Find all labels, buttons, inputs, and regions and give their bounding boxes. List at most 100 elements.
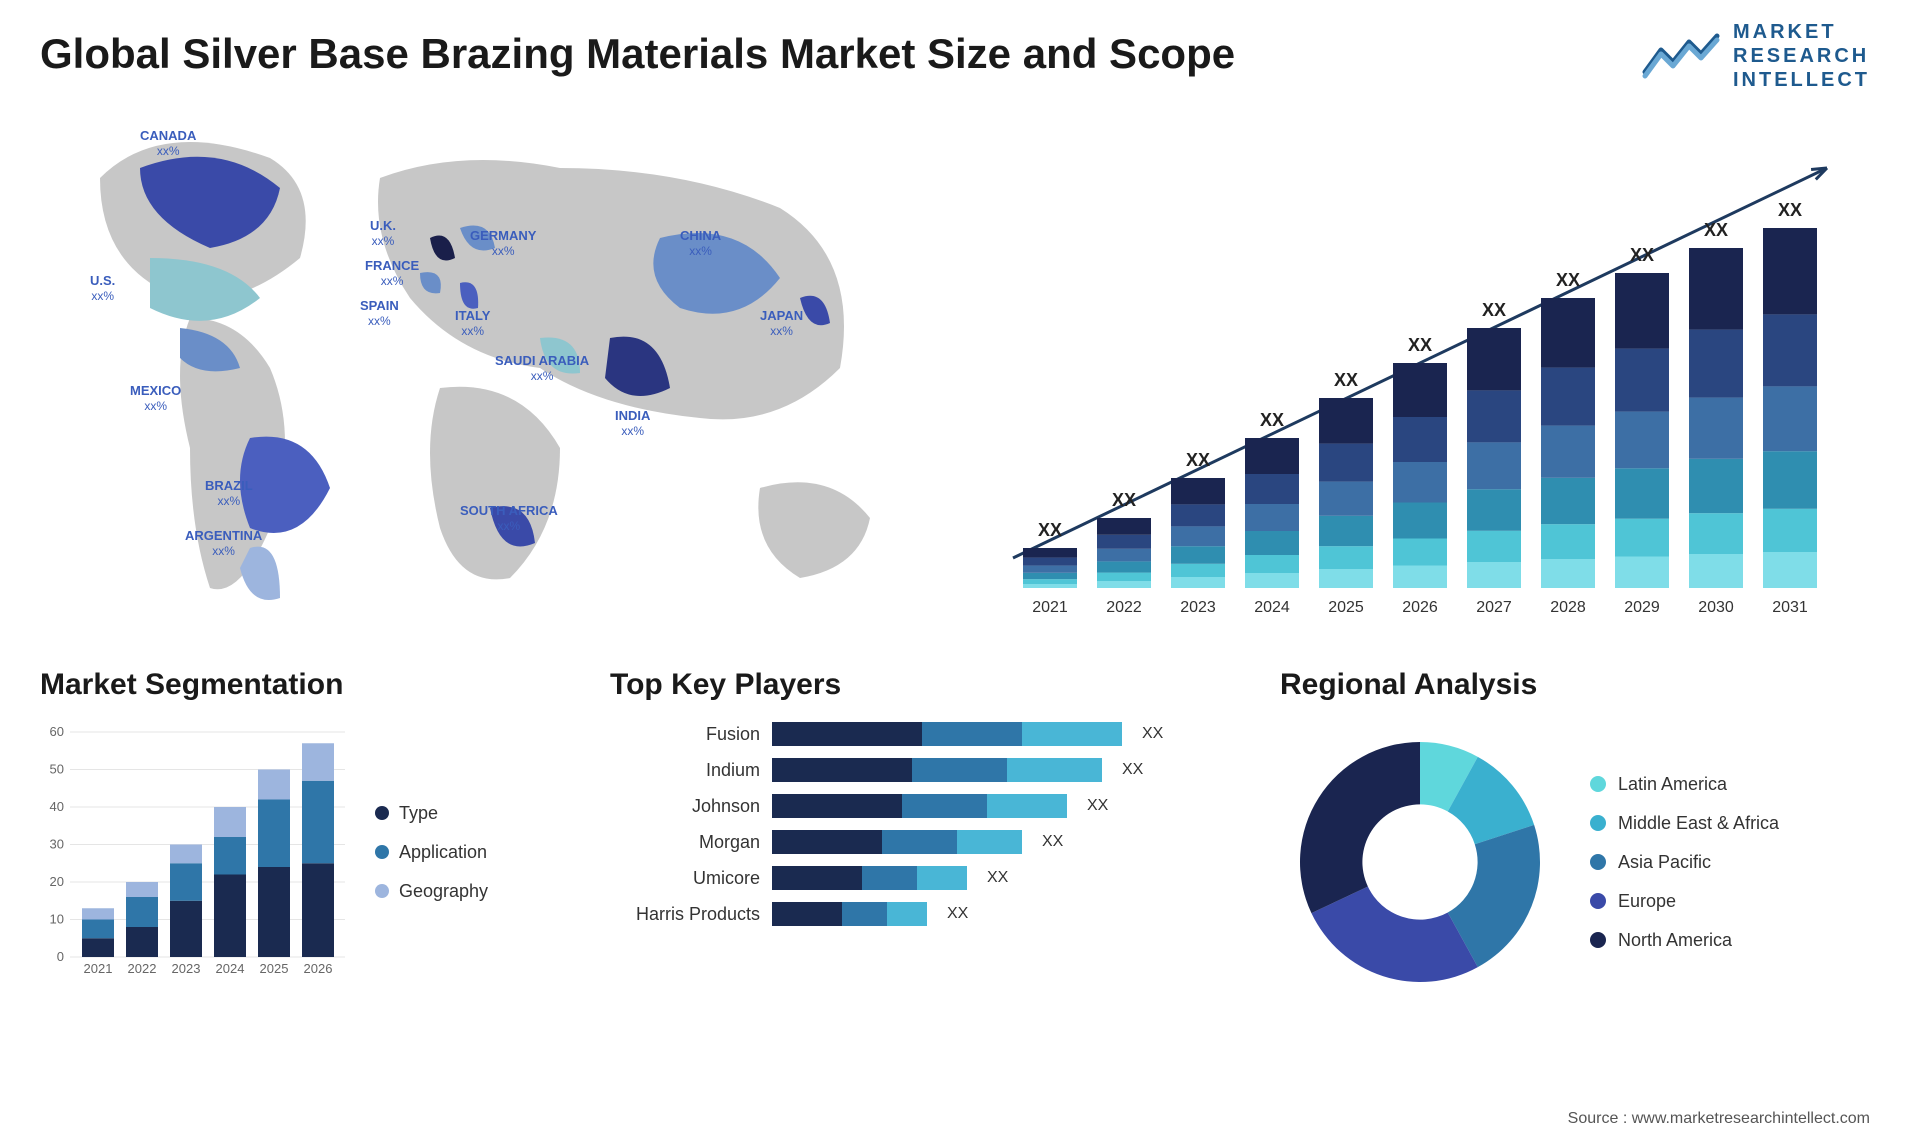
map-label: GERMANYxx% xyxy=(470,228,536,258)
growth-bar-segment xyxy=(1615,412,1669,469)
player-row: IndiumXX xyxy=(610,758,1230,782)
growth-bar-segment xyxy=(1689,248,1743,330)
seg-bar-segment xyxy=(258,800,290,868)
player-bar-segment xyxy=(912,758,1007,782)
seg-y-tick: 60 xyxy=(50,724,64,739)
growth-bar-segment xyxy=(1541,298,1595,368)
growth-bar-segment xyxy=(1763,451,1817,509)
growth-bar-segment xyxy=(1393,566,1447,589)
growth-bar-segment xyxy=(1615,557,1669,589)
seg-y-tick: 10 xyxy=(50,912,64,927)
growth-bar-segment xyxy=(1393,417,1447,462)
seg-bar-segment xyxy=(214,807,246,837)
seg-y-tick: 20 xyxy=(50,874,64,889)
growth-bar-value: XX xyxy=(1334,370,1358,390)
growth-bar-segment xyxy=(1689,554,1743,588)
growth-bar-value: XX xyxy=(1778,200,1802,220)
player-bar xyxy=(772,830,1022,854)
growth-bar-value: XX xyxy=(1186,450,1210,470)
map-label: U.K.xx% xyxy=(370,218,396,248)
growth-bar-segment xyxy=(1467,390,1521,442)
seg-bar-segment xyxy=(170,845,202,864)
growth-bar-segment xyxy=(1171,546,1225,564)
player-bar-segment xyxy=(842,902,887,926)
seg-bar-segment xyxy=(82,938,114,957)
world-map: CANADAxx%U.S.xx%MEXICOxx%BRAZILxx%ARGENT… xyxy=(40,108,940,628)
growth-bar-segment xyxy=(1467,328,1521,390)
player-row: FusionXX xyxy=(610,722,1230,746)
logo-line1: MARKET xyxy=(1733,20,1870,44)
growth-bar-segment xyxy=(1245,555,1299,573)
growth-bar-segment xyxy=(1689,513,1743,554)
map-label: U.S.xx% xyxy=(90,273,115,303)
growth-bar-segment xyxy=(1763,509,1817,552)
growth-bar-segment xyxy=(1023,566,1077,573)
growth-bar-segment xyxy=(1023,579,1077,584)
map-label: BRAZILxx% xyxy=(205,478,253,508)
player-bar-segment xyxy=(922,722,1022,746)
player-bar-segment xyxy=(882,830,957,854)
player-bar-segment xyxy=(917,866,967,890)
player-row: Harris ProductsXX xyxy=(610,902,1230,926)
player-name: Johnson xyxy=(610,796,760,817)
growth-bar-segment xyxy=(1615,468,1669,518)
player-value: XX xyxy=(1087,797,1108,815)
growth-bar-segment xyxy=(1393,363,1447,417)
player-bar xyxy=(772,758,1102,782)
seg-bar-segment xyxy=(302,781,334,864)
seg-y-tick: 30 xyxy=(50,837,64,852)
growth-bar-segment xyxy=(1467,442,1521,489)
growth-bar-segment xyxy=(1245,531,1299,555)
region-legend-item: Middle East & Africa xyxy=(1590,813,1779,834)
brand-logo: MARKET RESEARCH INTELLECT xyxy=(1641,20,1870,92)
player-bar-segment xyxy=(887,902,927,926)
donut-slice xyxy=(1300,742,1420,913)
player-bar xyxy=(772,902,927,926)
growth-bar-segment xyxy=(1171,564,1225,577)
region-legend-item: Asia Pacific xyxy=(1590,852,1779,873)
player-bar-segment xyxy=(1007,758,1102,782)
growth-bar-value: XX xyxy=(1112,490,1136,510)
player-bar xyxy=(772,866,967,890)
map-label: SAUDI ARABIAxx% xyxy=(495,353,589,383)
growth-bar-value: XX xyxy=(1704,220,1728,240)
seg-bar-segment xyxy=(126,897,158,927)
regional-legend: Latin AmericaMiddle East & AfricaAsia Pa… xyxy=(1590,774,1779,951)
seg-y-tick: 50 xyxy=(50,762,64,777)
seg-bar-segment xyxy=(258,770,290,800)
growth-bar-segment xyxy=(1689,459,1743,513)
growth-bar-segment xyxy=(1023,558,1077,566)
player-row: MorganXX xyxy=(610,830,1230,854)
growth-bar-segment xyxy=(1393,503,1447,539)
growth-year-label: 2024 xyxy=(1254,599,1290,616)
growth-bar-segment xyxy=(1541,426,1595,478)
growth-bar-segment xyxy=(1615,519,1669,557)
player-value: XX xyxy=(1122,761,1143,779)
growth-bar-segment xyxy=(1393,539,1447,566)
map-label: JAPANxx% xyxy=(760,308,803,338)
growth-year-label: 2023 xyxy=(1180,599,1216,616)
seg-bar-segment xyxy=(170,863,202,901)
growth-year-label: 2025 xyxy=(1328,599,1364,616)
growth-bar-segment xyxy=(1245,504,1299,531)
growth-bar-segment xyxy=(1097,549,1151,562)
growth-bar-segment xyxy=(1541,478,1595,524)
growth-bar-segment xyxy=(1541,559,1595,588)
seg-bar-segment xyxy=(126,882,158,897)
seg-bar-segment xyxy=(126,927,158,957)
growth-bar-segment xyxy=(1319,398,1373,444)
player-bar-segment xyxy=(862,866,917,890)
growth-bar-segment xyxy=(1763,552,1817,588)
growth-bar-segment xyxy=(1689,398,1743,459)
growth-bar-segment xyxy=(1763,228,1817,314)
map-label: SPAINxx% xyxy=(360,298,399,328)
regional-title: Regional Analysis xyxy=(1280,668,1880,702)
growth-bar-segment xyxy=(1467,531,1521,562)
player-value: XX xyxy=(1042,833,1063,851)
growth-bar-segment xyxy=(1023,573,1077,579)
growth-bar-segment xyxy=(1245,438,1299,474)
map-label: CHINAxx% xyxy=(680,228,721,258)
map-label: MEXICOxx% xyxy=(130,383,181,413)
seg-y-tick: 40 xyxy=(50,799,64,814)
growth-bar-value: XX xyxy=(1038,520,1062,540)
